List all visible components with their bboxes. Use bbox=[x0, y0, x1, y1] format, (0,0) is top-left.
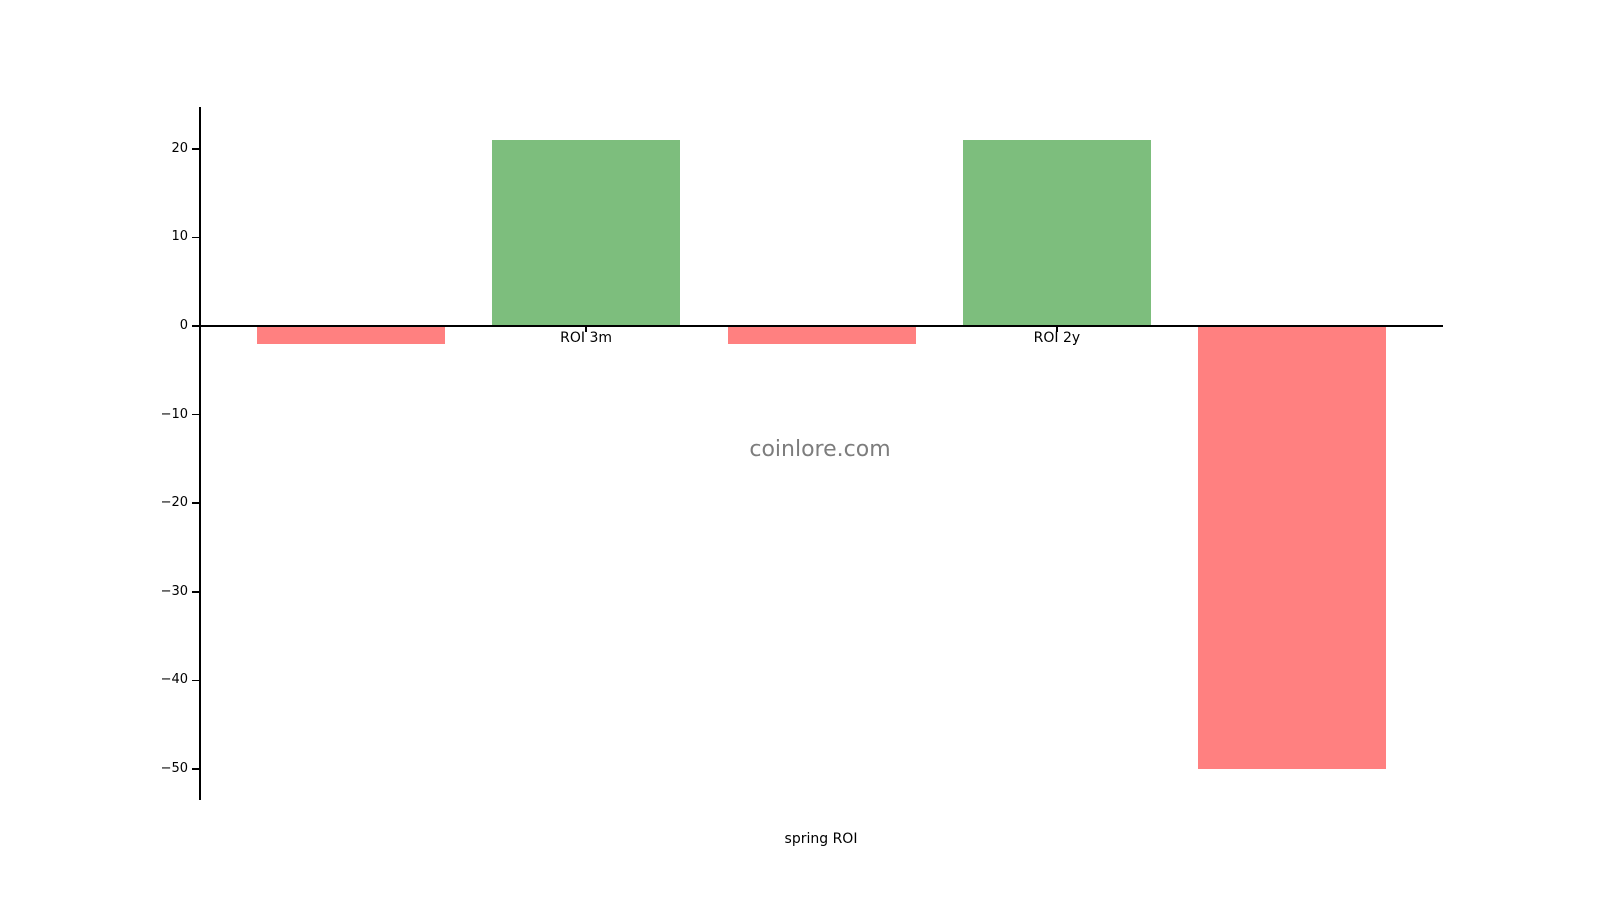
y-tick-mark bbox=[192, 148, 200, 150]
bar-3 bbox=[962, 139, 1151, 326]
y-tick-label: −30 bbox=[160, 583, 188, 599]
y-tick-mark bbox=[192, 236, 200, 239]
y-tick-label: −20 bbox=[160, 495, 188, 511]
bar-1 bbox=[492, 139, 681, 326]
y-tick-mark bbox=[192, 679, 200, 682]
bar-4 bbox=[1198, 326, 1387, 769]
y-tick-label: 0 bbox=[179, 318, 188, 333]
x-tick-label: ROI 3m bbox=[560, 330, 613, 346]
y-tick-label: 10 bbox=[171, 229, 188, 245]
bar-2 bbox=[727, 326, 916, 344]
x-axis-zero-line bbox=[200, 325, 1443, 327]
y-tick-label: −50 bbox=[160, 761, 188, 776]
y-tick-mark bbox=[192, 325, 200, 327]
y-tick-mark bbox=[192, 502, 200, 504]
watermark-text: coinlore.com bbox=[749, 437, 891, 462]
y-tick-mark bbox=[192, 413, 200, 416]
x-tick-mark bbox=[585, 327, 587, 332]
y-tick-label: −40 bbox=[160, 672, 188, 688]
bar-0 bbox=[256, 326, 445, 344]
y-tick-label: 20 bbox=[171, 140, 188, 156]
y-tick-mark bbox=[192, 768, 200, 770]
x-axis-title: spring ROI bbox=[784, 831, 858, 847]
x-tick-label: ROI 2y bbox=[1033, 330, 1081, 346]
x-tick-mark bbox=[1056, 327, 1058, 332]
y-tick-label: −10 bbox=[160, 406, 188, 422]
y-tick-mark bbox=[192, 591, 200, 593]
y-axis-line bbox=[199, 107, 201, 800]
